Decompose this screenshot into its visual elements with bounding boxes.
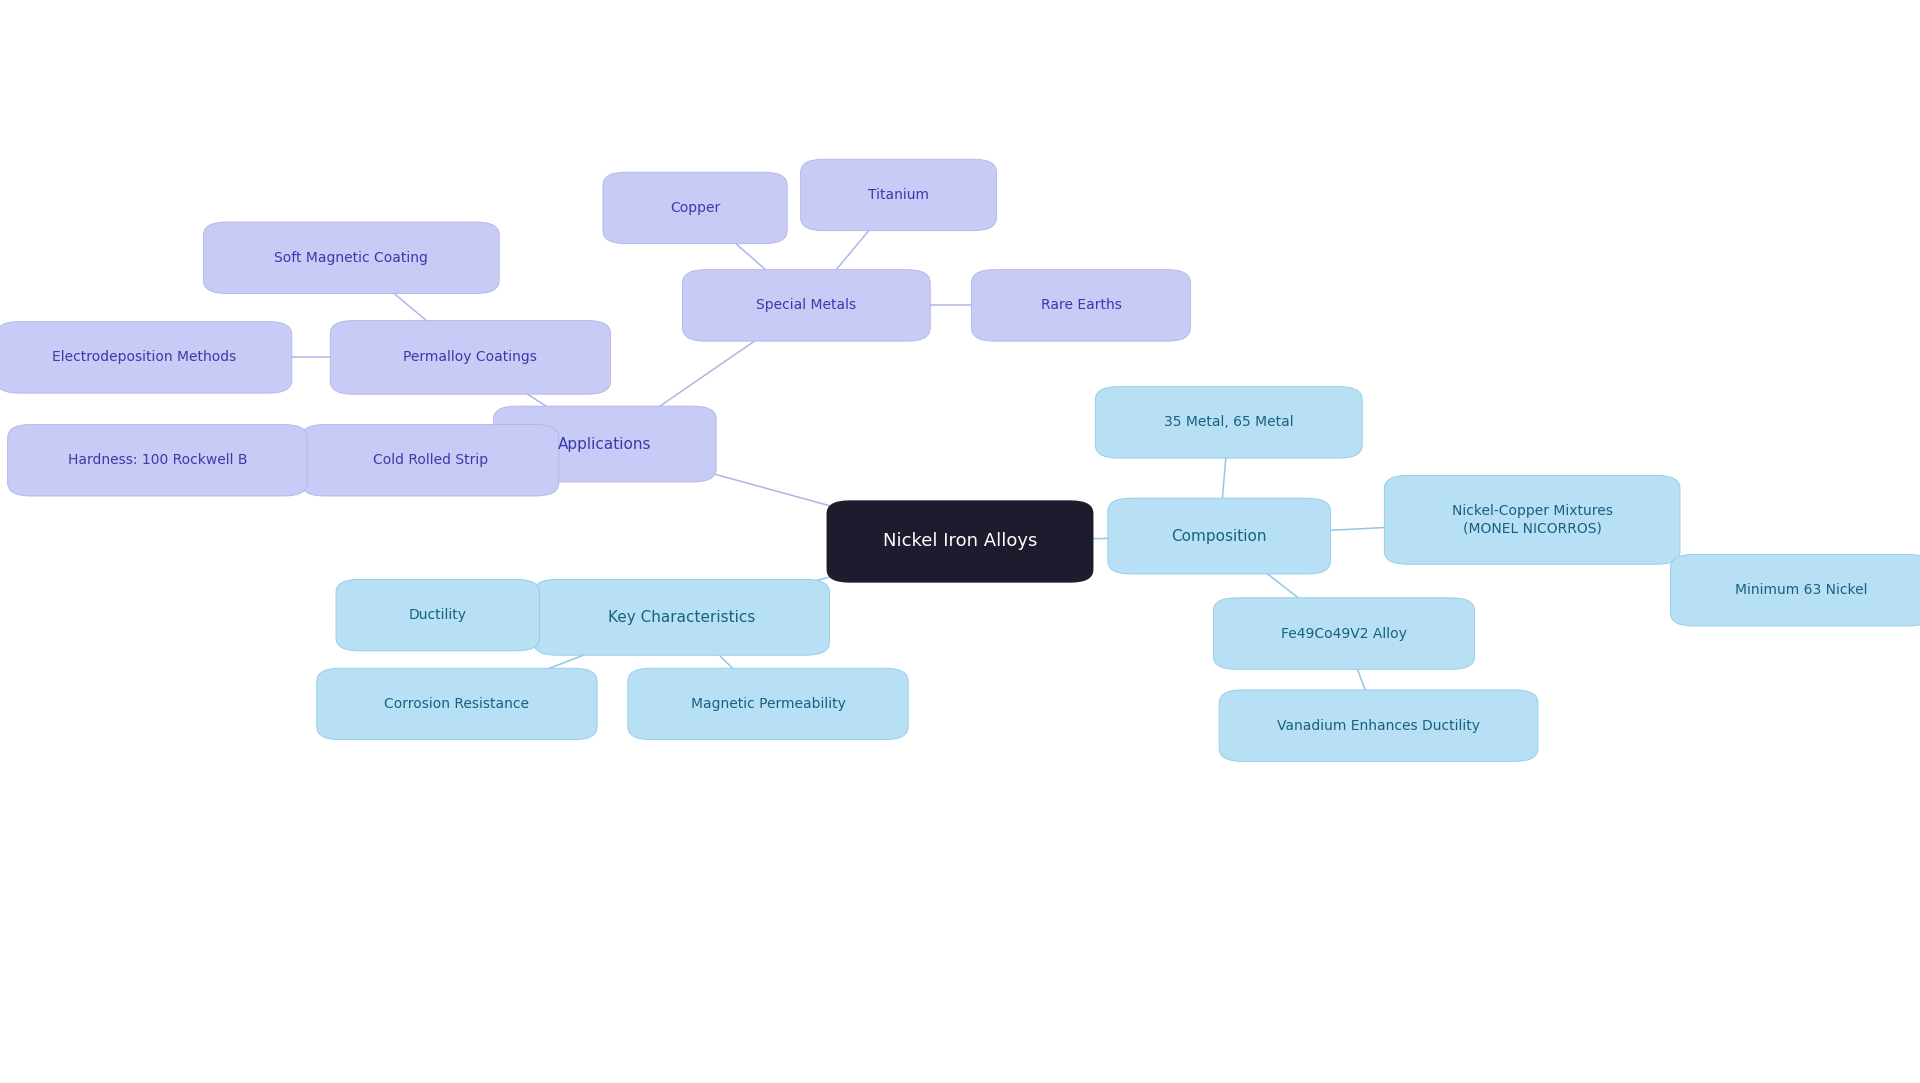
Text: Fe49Co49V2 Alloy: Fe49Co49V2 Alloy	[1281, 627, 1407, 640]
Text: Special Metals: Special Metals	[756, 299, 856, 312]
Text: Soft Magnetic Coating: Soft Magnetic Coating	[275, 251, 428, 264]
FancyBboxPatch shape	[826, 500, 1094, 583]
Text: Hardness: 100 Rockwell B: Hardness: 100 Rockwell B	[67, 454, 248, 467]
FancyBboxPatch shape	[1384, 475, 1680, 564]
FancyBboxPatch shape	[801, 159, 996, 231]
FancyBboxPatch shape	[204, 222, 499, 293]
Text: Key Characteristics: Key Characteristics	[609, 610, 755, 625]
FancyBboxPatch shape	[1094, 387, 1363, 458]
Text: Applications: Applications	[559, 436, 651, 452]
FancyBboxPatch shape	[0, 322, 292, 393]
Text: Vanadium Enhances Ductility: Vanadium Enhances Ductility	[1277, 719, 1480, 732]
FancyBboxPatch shape	[603, 172, 787, 244]
Text: Nickel Iron Alloys: Nickel Iron Alloys	[883, 533, 1037, 550]
FancyBboxPatch shape	[534, 579, 829, 655]
Text: Magnetic Permeability: Magnetic Permeability	[691, 697, 845, 710]
Text: Ductility: Ductility	[409, 609, 467, 622]
Text: Composition: Composition	[1171, 529, 1267, 544]
FancyBboxPatch shape	[1213, 598, 1475, 669]
FancyBboxPatch shape	[317, 668, 597, 740]
FancyBboxPatch shape	[1219, 690, 1538, 761]
Text: 35 Metal, 65 Metal: 35 Metal, 65 Metal	[1164, 416, 1294, 429]
Text: Electrodeposition Methods: Electrodeposition Methods	[52, 351, 236, 364]
FancyBboxPatch shape	[684, 270, 929, 341]
Text: Titanium: Titanium	[868, 188, 929, 201]
Text: Rare Earths: Rare Earths	[1041, 299, 1121, 312]
FancyBboxPatch shape	[301, 425, 559, 496]
Text: Nickel-Copper Mixtures
(MONEL NICORROS): Nickel-Copper Mixtures (MONEL NICORROS)	[1452, 505, 1613, 535]
Text: Corrosion Resistance: Corrosion Resistance	[384, 697, 530, 710]
FancyBboxPatch shape	[1108, 498, 1331, 574]
FancyBboxPatch shape	[1670, 554, 1920, 626]
FancyBboxPatch shape	[628, 668, 908, 740]
FancyBboxPatch shape	[493, 406, 716, 482]
Text: Permalloy Coatings: Permalloy Coatings	[403, 351, 538, 364]
Text: Minimum 63 Nickel: Minimum 63 Nickel	[1734, 584, 1868, 597]
FancyBboxPatch shape	[336, 579, 540, 651]
Text: Copper: Copper	[670, 201, 720, 214]
FancyBboxPatch shape	[972, 270, 1190, 341]
Text: Cold Rolled Strip: Cold Rolled Strip	[372, 454, 488, 467]
FancyBboxPatch shape	[8, 425, 307, 496]
FancyBboxPatch shape	[330, 321, 611, 394]
